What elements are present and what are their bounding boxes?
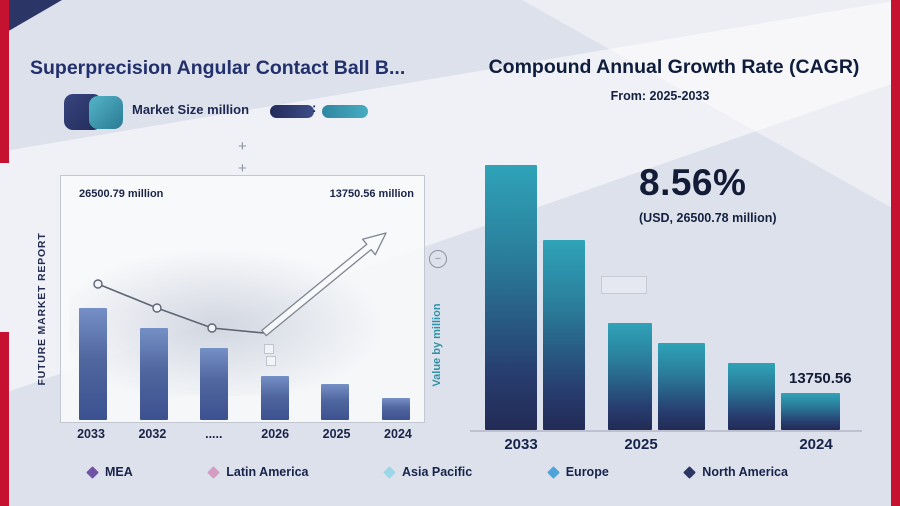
legend-diamond-icon: [546, 465, 560, 479]
cagr-bar-group-2024: [728, 363, 840, 430]
market-size-x-label: 2025: [322, 427, 351, 441]
legend-label: Asia Pacific: [402, 465, 473, 479]
cagr-usd-note: (USD, 26500.78 million): [639, 211, 777, 225]
legend-item-asia-pacific: Asia Pacific: [383, 465, 473, 479]
value-by-million-axis-label: Value by million: [431, 303, 443, 387]
legend-label: MEA: [105, 465, 133, 479]
legend-item-latin-america: Latin America: [207, 465, 309, 479]
legend-pill-navy: [270, 105, 314, 118]
market-size-bar-2025: [321, 384, 350, 420]
left-chart-title: Superprecision Angular Contact Ball B...: [30, 57, 406, 79]
cagr-bar-2025-2: [658, 343, 705, 430]
legend-diamond-icon: [383, 465, 396, 479]
right-edge-accent: [891, 0, 900, 506]
cagr-bar-2024-1: [728, 363, 775, 430]
max-value-annotation: 26500.79 million: [79, 188, 164, 200]
legend-label: Europe: [565, 465, 609, 479]
handle-square-icon: [266, 356, 276, 366]
cagr-percentage: 8.56%: [639, 162, 747, 203]
market-size-x-axis: 2033 2032..... 2026 2025 2024: [60, 427, 425, 441]
legend-colon: :: [312, 100, 317, 115]
trend-line-with-arrow: [93, 232, 387, 337]
market-size-x-label: 2024: [384, 427, 412, 441]
legend-item-mea: MEA: [86, 465, 133, 479]
legend-label: North America: [702, 465, 788, 479]
legend-item-north-america: North America: [683, 465, 788, 479]
market-size-bar-.....: [200, 348, 229, 420]
market-size-icon-overlay: [89, 96, 123, 129]
cagr-bar-2033-2: [543, 240, 585, 430]
cagr-subtitle: From: 2025-2033: [610, 89, 710, 103]
legend-diamond-icon: [207, 465, 221, 479]
market-size-bar-2026: [260, 376, 289, 420]
cagr-bar-group-2025: [608, 323, 705, 430]
cagr-bar-2033-1: [485, 165, 537, 430]
left-edge-accent-top: [0, 0, 9, 163]
market-size-x-label: 2033: [77, 427, 105, 441]
cagr-end-value-label: 13750.56: [789, 370, 852, 387]
market-size-x-label: .....: [205, 427, 223, 441]
handle-square-icon: [264, 344, 274, 354]
market-size-bar-2032: [139, 328, 168, 420]
cagr-x-label-2024: 2024: [799, 436, 833, 453]
future-market-report-label: FUTURE MARKET REPORT: [36, 232, 48, 386]
market-size-bars: [79, 190, 410, 420]
market-size-bar-2033: [79, 308, 107, 420]
cagr-chart-baseline: [470, 430, 862, 432]
circle-minus-icon: −: [429, 250, 447, 268]
legend-label: Latin America: [226, 465, 309, 479]
end-value-annotation: 13750.56 million: [329, 188, 414, 200]
cagr-bar-2025-1: [608, 323, 652, 430]
legend-item-europe: Europe: [546, 465, 609, 479]
market-size-x-label: 2032: [138, 427, 167, 441]
corner-accent-triangle: [0, 0, 62, 36]
plus-icon: +: [238, 138, 247, 155]
region-legend: MEA Latin America Asia Pacific Europe North …: [86, 465, 788, 479]
plus-icon: +: [238, 160, 247, 177]
cagr-bar-2024-2: [781, 393, 840, 430]
market-size-legend-label: Market Size million: [132, 102, 250, 117]
cagr-x-label-2025: 2025: [624, 436, 658, 453]
legend-pill-teal: [322, 105, 368, 118]
cagr-bar-group-2033: [485, 165, 585, 430]
cagr-x-label-2033: 2033: [504, 436, 538, 453]
decorative-outline-box: [601, 276, 647, 294]
market-size-x-label: 2026: [261, 427, 290, 441]
legend-diamond-icon: [683, 465, 697, 479]
legend-diamond-icon: [86, 465, 99, 479]
left-edge-accent-bottom: [0, 332, 9, 506]
cagr-title: Compound Annual Growth Rate (CAGR): [488, 56, 860, 78]
market-size-bar-2024: [381, 398, 410, 420]
market-size-chart: 26500.79 million 13750.56 million: [60, 175, 425, 423]
